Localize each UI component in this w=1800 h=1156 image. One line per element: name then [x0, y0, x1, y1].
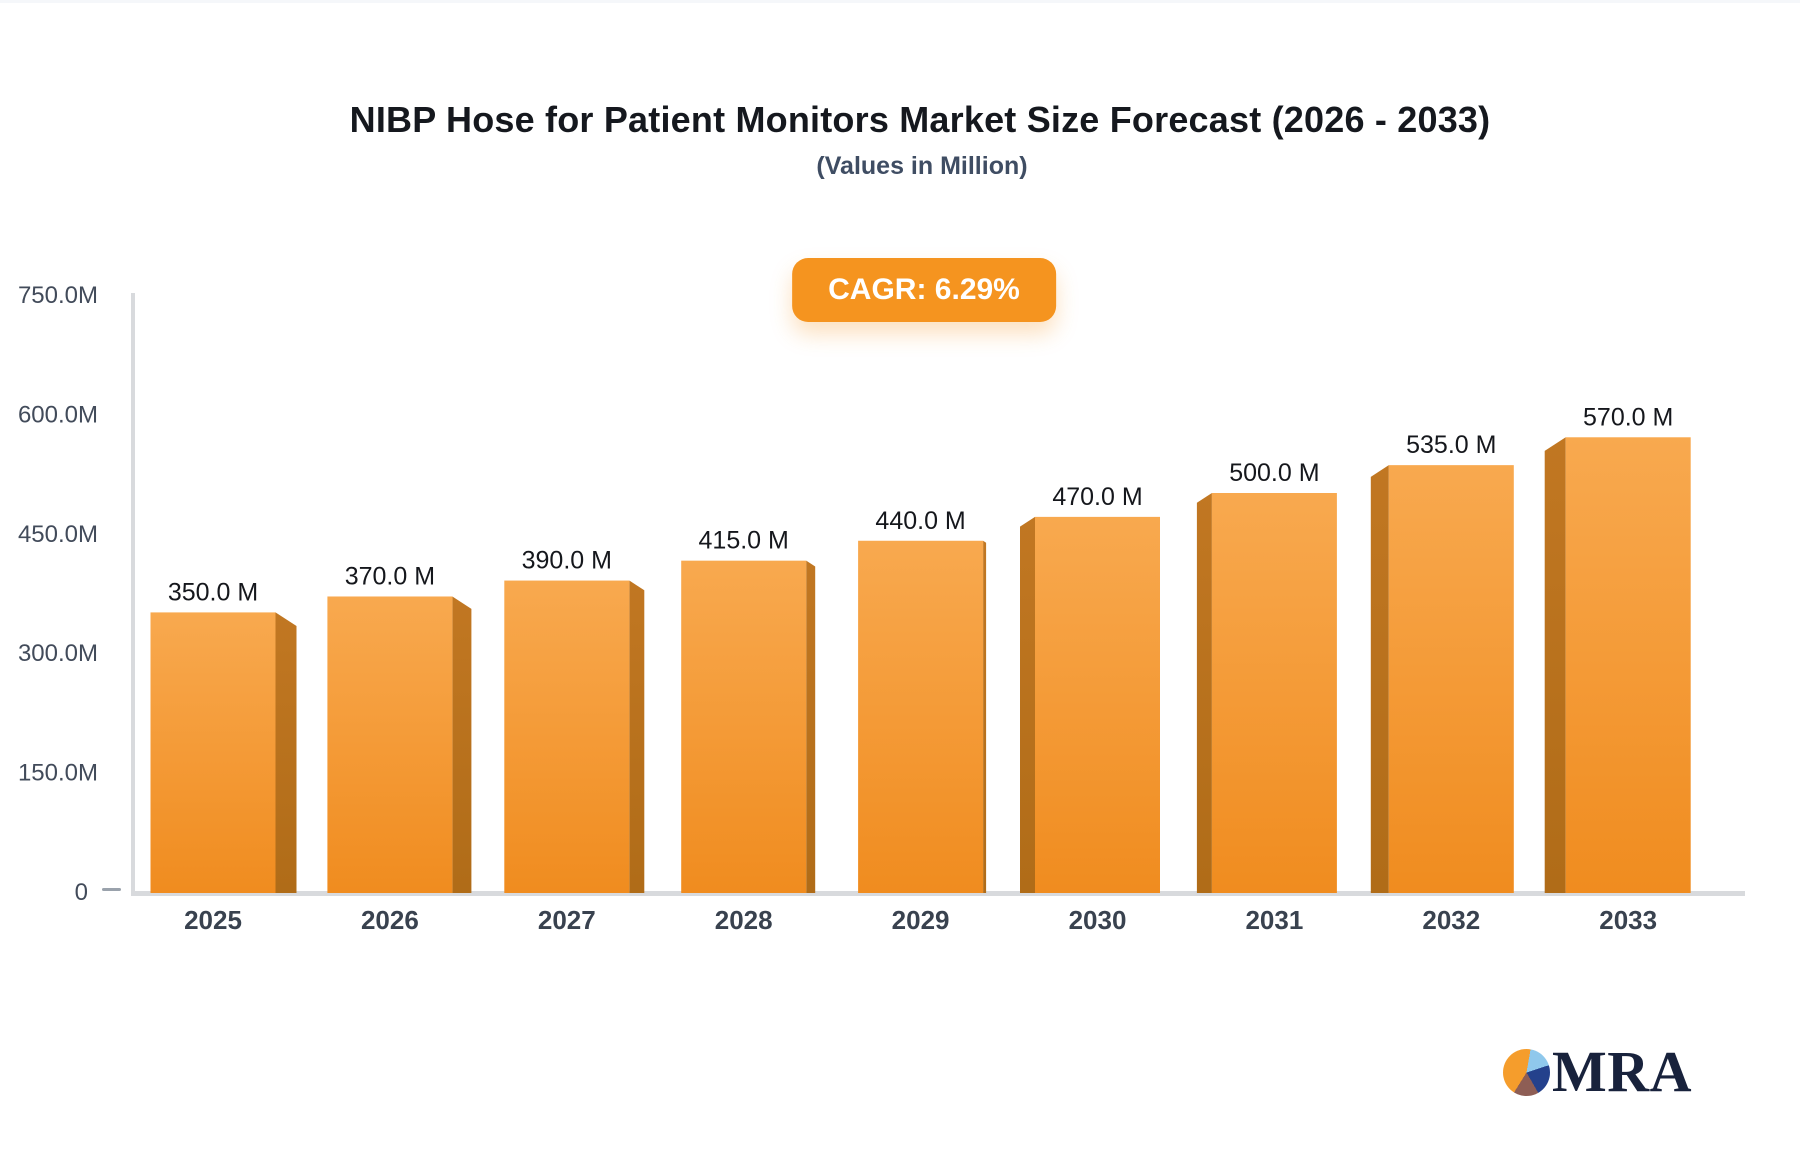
- bar-2030: [1035, 516, 1160, 893]
- bar-2033: [1565, 437, 1691, 893]
- bar-2028: [681, 560, 807, 893]
- y-axis-label-2: 450.0M: [18, 521, 98, 548]
- y-axis-line: [131, 293, 135, 896]
- cagr-badge: CAGR: 6.29%: [792, 258, 1056, 322]
- bar-2025: [150, 612, 276, 893]
- x-axis-label-2033: 2033: [1599, 905, 1657, 935]
- bar-2030-side-face: [1020, 516, 1035, 893]
- bar-2031-value-label: 500.0 M: [1229, 459, 1319, 487]
- bar-2025-side-face: [275, 612, 297, 893]
- bar-2027-value-label: 390.0 M: [522, 547, 612, 575]
- bar-2030-value-label: 470.0 M: [1052, 483, 1142, 511]
- bar-2031-side-face: [1196, 493, 1212, 893]
- x-axis-label-2028: 2028: [715, 905, 773, 935]
- bar-2033-side-face: [1544, 437, 1566, 893]
- y-axis-label-3: 300.0M: [18, 640, 98, 667]
- bar-2032: [1388, 465, 1514, 893]
- bar-2032-side-face: [1370, 465, 1389, 893]
- bar-2029-side-face: [983, 540, 987, 893]
- x-axis-label-2026: 2026: [361, 905, 419, 935]
- x-axis-line: [131, 891, 1745, 896]
- chart-title: NIBP Hose for Patient Monitors Market Si…: [349, 99, 1491, 140]
- chart-subtitle: (Values in Million): [816, 152, 1028, 180]
- bar-2027-side-face: [629, 580, 645, 893]
- x-axis-label-2029: 2029: [892, 905, 950, 935]
- bar-2026: [327, 596, 453, 893]
- x-axis-label-2025: 2025: [184, 905, 242, 935]
- x-axis-label-2030: 2030: [1069, 905, 1127, 935]
- bar-2029: [858, 540, 984, 893]
- brand-logo: MRA: [1503, 1039, 1693, 1104]
- bar-2033-value-label: 570.0 M: [1583, 403, 1673, 431]
- zero-tick-dash: [102, 888, 121, 891]
- bar-2026-side-face: [452, 596, 472, 893]
- x-axis-label-2032: 2032: [1422, 905, 1480, 935]
- bar-2025-value-label: 350.0 M: [168, 578, 258, 606]
- bar-2032-value-label: 535.0 M: [1406, 431, 1496, 459]
- bar-2031: [1211, 493, 1337, 893]
- bar-2027: [504, 580, 630, 893]
- x-axis-label-2031: 2031: [1245, 905, 1303, 935]
- y-axis-label-0: 750.0M: [18, 282, 98, 309]
- brand-logo-text: MRA: [1552, 1039, 1693, 1104]
- bar-2028-value-label: 415.0 M: [699, 527, 789, 555]
- bar-2029-value-label: 440.0 M: [875, 507, 965, 535]
- bar-2026-value-label: 370.0 M: [345, 562, 435, 590]
- pie-chart-logo-icon: [1503, 1048, 1550, 1096]
- bar-2028-side-face: [806, 560, 816, 893]
- bar-chart-canvas: 750.0M 600.0M 450.0M 300.0M 150.0M 0 350.0 M 20…: [18, 282, 1745, 935]
- y-axis-label-1: 600.0M: [18, 401, 98, 428]
- x-axis-label-2027: 2027: [538, 905, 596, 935]
- y-axis-label-5: 0: [75, 879, 88, 906]
- y-axis-label-4: 150.0M: [18, 760, 98, 787]
